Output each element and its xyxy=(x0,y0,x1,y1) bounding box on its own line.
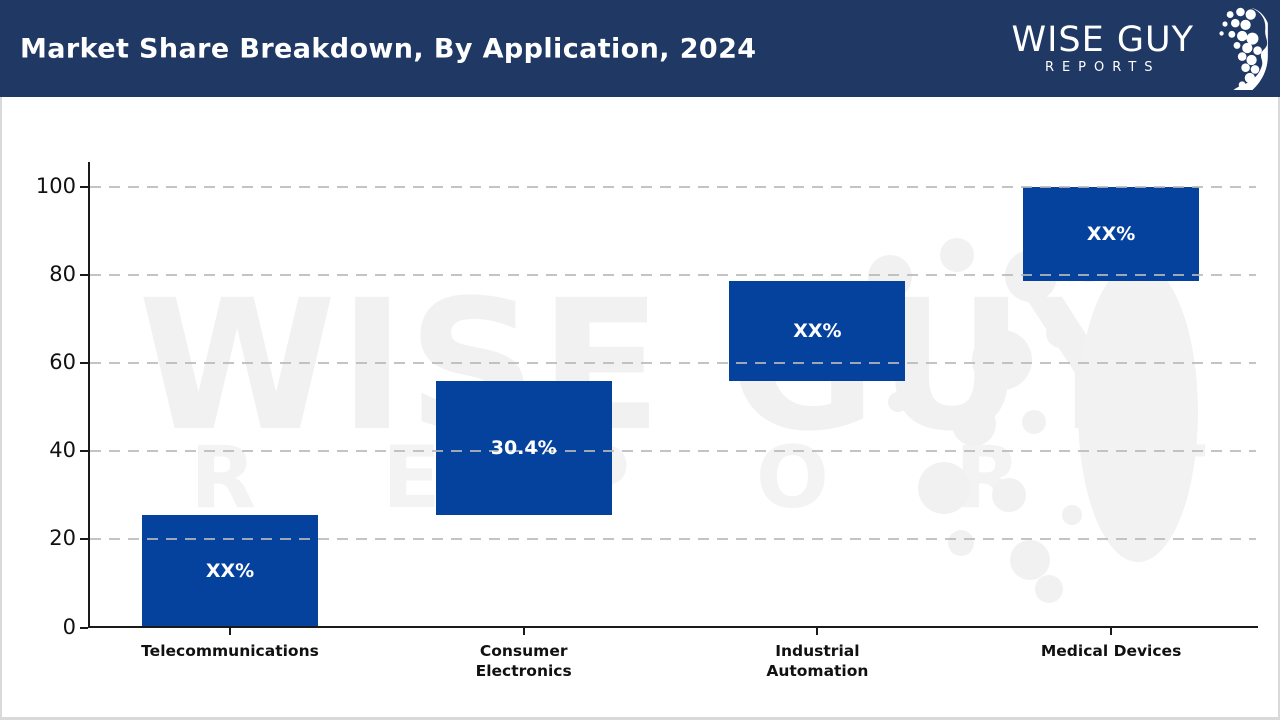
y-tick-mark xyxy=(80,273,88,276)
y-tick-label: 80 xyxy=(49,261,76,286)
category-label-line: Telecommunications xyxy=(141,642,319,660)
y-tick-label: 20 xyxy=(49,526,76,551)
bar-value-label: XX% xyxy=(205,560,255,583)
gridline xyxy=(90,450,1256,453)
bar-value-label: XX% xyxy=(793,319,842,342)
watermark-dot xyxy=(1062,505,1082,525)
bar-value-label: XX% xyxy=(1086,222,1136,245)
wiseguy-logo: WISE GUY REPORTS xyxy=(1011,6,1268,90)
category-label-line: Medical Devices xyxy=(1040,642,1182,660)
watermark-dot xyxy=(972,330,1032,390)
gridline xyxy=(90,361,1256,364)
y-tick-mark xyxy=(80,185,88,188)
watermark-dot xyxy=(1046,318,1076,348)
category-label-line: Industrial xyxy=(775,642,860,660)
bar xyxy=(435,380,612,516)
y-tick-mark xyxy=(80,626,88,629)
logo-text-secondary: REPORTS xyxy=(1044,60,1161,75)
watermark-dot xyxy=(1022,410,1046,434)
y-tick-mark xyxy=(80,538,88,541)
y-tick-label: 100 xyxy=(35,173,76,198)
watermark-dot xyxy=(992,478,1026,512)
y-tick-mark xyxy=(80,450,88,453)
bar-value-label: 30.4% xyxy=(490,437,557,459)
logo-text-primary: WISE GUY xyxy=(1011,20,1194,60)
x-tick-mark xyxy=(1110,628,1113,635)
gridline xyxy=(90,538,1256,541)
x-tick-mark xyxy=(816,628,819,635)
gridline xyxy=(90,273,1256,276)
watermark-dot xyxy=(940,238,974,272)
gridline xyxy=(90,185,1256,188)
x-tick-mark xyxy=(229,628,231,635)
watermark-dot xyxy=(888,392,908,412)
category-label-line: Consumer xyxy=(479,642,568,660)
y-tick-mark xyxy=(80,361,88,364)
y-tick-label: 60 xyxy=(49,349,76,374)
category-label: Industrial Automation xyxy=(687,641,947,681)
x-tick-mark xyxy=(522,628,525,635)
report-header: Market Share Breakdown, By Application, … xyxy=(0,0,1280,97)
watermark-dot xyxy=(1035,575,1063,603)
logo-head-icon xyxy=(1219,7,1268,90)
category-label: Medical Devices xyxy=(981,641,1241,661)
page-title: Market Share Breakdown, By Application, … xyxy=(20,33,757,64)
category-label: Consumer Electronics xyxy=(394,641,654,681)
watermark-dot xyxy=(1010,540,1050,580)
watermark-head-shape xyxy=(1078,262,1198,562)
bar xyxy=(142,515,318,628)
watermark-dot xyxy=(918,462,970,514)
bar xyxy=(729,280,906,381)
y-tick-label: 0 xyxy=(62,614,76,639)
category-label-line: Automation xyxy=(766,662,869,680)
watermark-dot xyxy=(952,402,996,446)
x-axis-line xyxy=(88,626,1258,628)
watermark-dot xyxy=(948,530,974,556)
category-label-line: Electronics xyxy=(475,662,572,680)
bar xyxy=(1023,186,1200,281)
watermark-dot xyxy=(902,318,928,344)
y-tick-label: 40 xyxy=(49,438,76,463)
y-axis-line xyxy=(88,162,90,628)
category-label: Telecommunications xyxy=(100,641,360,661)
